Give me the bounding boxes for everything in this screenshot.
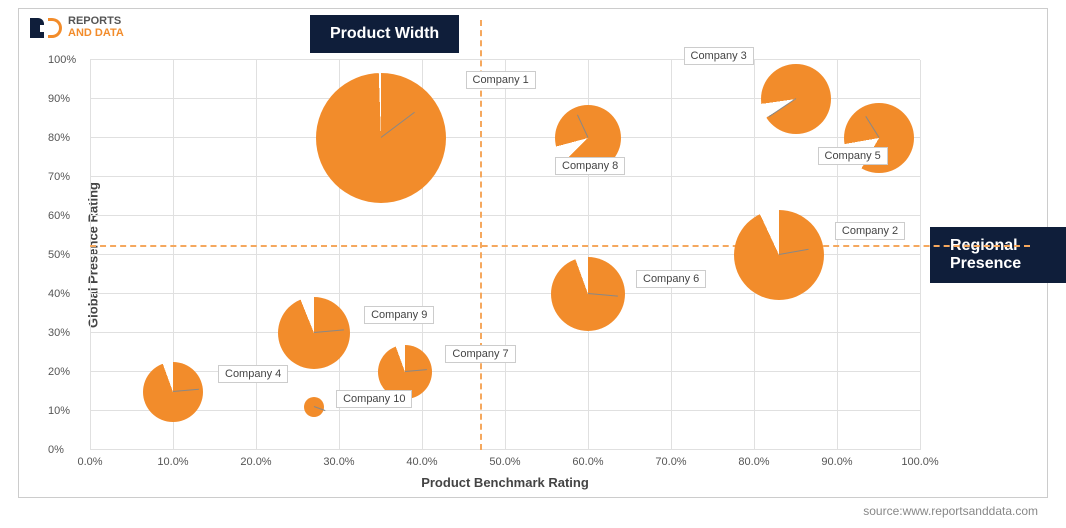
grid-h — [90, 332, 920, 333]
grid-v — [505, 60, 506, 450]
grid-h — [90, 449, 920, 450]
logo-r-glyph — [30, 18, 44, 38]
y-tick: 10% — [48, 405, 70, 417]
x-tick: 90.0% — [821, 456, 852, 468]
grid-v — [920, 60, 921, 450]
x-tick: 30.0% — [323, 456, 354, 468]
bubble-label: Company 1 — [466, 71, 536, 89]
logo: REPORTS AND DATA — [30, 16, 124, 39]
y-tick: 50% — [48, 249, 70, 261]
bubble-label: Company 5 — [818, 147, 888, 165]
bubble-label: Company 6 — [636, 270, 706, 288]
y-tick: 0% — [48, 444, 64, 456]
x-tick: 80.0% — [738, 456, 769, 468]
x-tick: 50.0% — [489, 456, 520, 468]
grid-v — [671, 60, 672, 450]
logo-text: REPORTS AND DATA — [68, 16, 124, 39]
grid-v — [90, 60, 91, 450]
grid-h — [90, 371, 920, 372]
bubble-label: Company 9 — [364, 306, 434, 324]
banner-regional-presence: Regional Presence — [930, 227, 1066, 283]
x-tick: 100.0% — [901, 456, 938, 468]
y-tick: 40% — [48, 288, 70, 300]
y-tick: 100% — [48, 54, 76, 66]
logo-d-glyph — [48, 18, 62, 38]
bubble-label: Company 7 — [445, 345, 515, 363]
x-tick: 60.0% — [572, 456, 603, 468]
x-tick: 20.0% — [240, 456, 271, 468]
grid-h — [90, 59, 920, 60]
bubble-label: Company 2 — [835, 222, 905, 240]
bubble-label: Company 4 — [218, 365, 288, 383]
y-tick: 20% — [48, 366, 70, 378]
bubble-label: Company 3 — [684, 47, 754, 65]
y-tick: 90% — [48, 93, 70, 105]
grid-h — [90, 137, 920, 138]
x-tick: 40.0% — [406, 456, 437, 468]
grid-h — [90, 410, 920, 411]
bubble-label: Company 8 — [555, 157, 625, 175]
y-tick: 30% — [48, 327, 70, 339]
quadrant-divider-h — [90, 245, 1030, 247]
bubble-label: Company 10 — [336, 390, 412, 408]
source-attribution: source:www.reportsanddata.com — [863, 504, 1038, 518]
y-axis-label: Global Presence Rating — [85, 182, 100, 328]
grid-h — [90, 176, 920, 177]
chart-plot-area: Product Benchmark Rating Global Presence… — [90, 60, 920, 450]
grid-v — [256, 60, 257, 450]
bubble — [278, 297, 350, 369]
x-tick: 0.0% — [77, 456, 102, 468]
x-tick: 10.0% — [157, 456, 188, 468]
grid-v — [837, 60, 838, 450]
logo-line2: AND DATA — [68, 27, 124, 39]
x-tick: 70.0% — [655, 456, 686, 468]
x-axis-label: Product Benchmark Rating — [421, 475, 589, 490]
banner-product-width: Product Width — [310, 15, 459, 53]
y-tick: 80% — [48, 132, 70, 144]
y-tick: 60% — [48, 210, 70, 222]
y-tick: 70% — [48, 171, 70, 183]
